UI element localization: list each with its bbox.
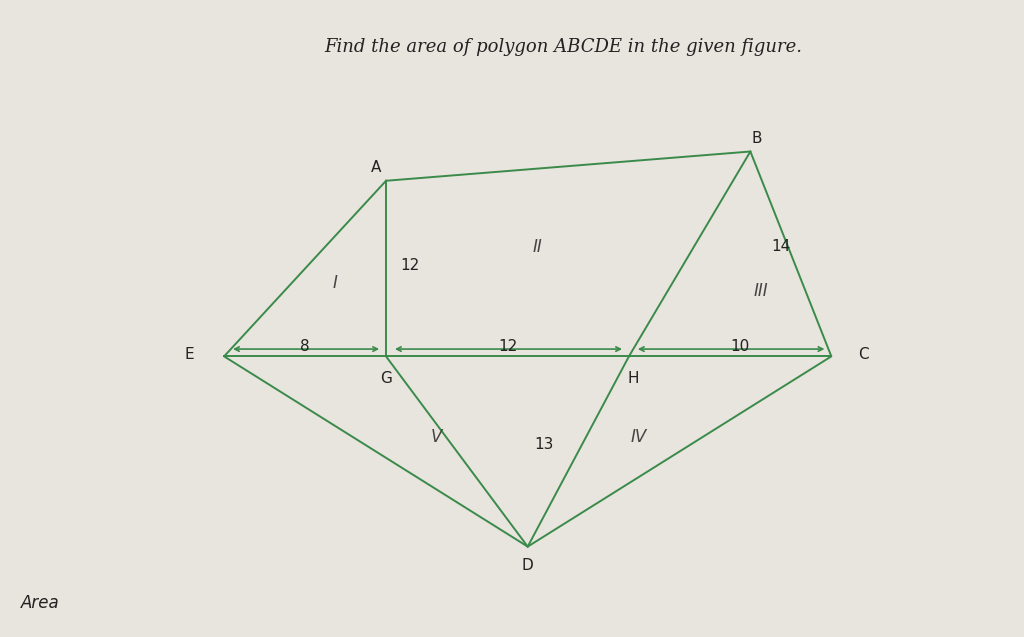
Text: E: E	[184, 347, 194, 362]
Text: C: C	[858, 347, 868, 362]
Text: A: A	[371, 160, 381, 175]
Text: IV: IV	[631, 428, 647, 446]
Text: I: I	[333, 274, 338, 292]
Text: Area: Area	[20, 594, 59, 612]
Text: Find the area of polygon ABCDE in the given figure.: Find the area of polygon ABCDE in the gi…	[325, 38, 802, 56]
Text: H: H	[628, 371, 639, 386]
Text: V: V	[431, 428, 442, 446]
Text: 13: 13	[535, 437, 554, 452]
Text: 14: 14	[771, 239, 791, 254]
Text: 8: 8	[300, 339, 310, 354]
Text: 12: 12	[400, 258, 420, 273]
Text: II: II	[532, 238, 543, 255]
Text: 12: 12	[498, 339, 517, 354]
Text: III: III	[754, 282, 768, 299]
Text: 10: 10	[731, 339, 750, 354]
Text: D: D	[522, 558, 534, 573]
Text: G: G	[380, 371, 392, 386]
Text: B: B	[752, 131, 762, 146]
